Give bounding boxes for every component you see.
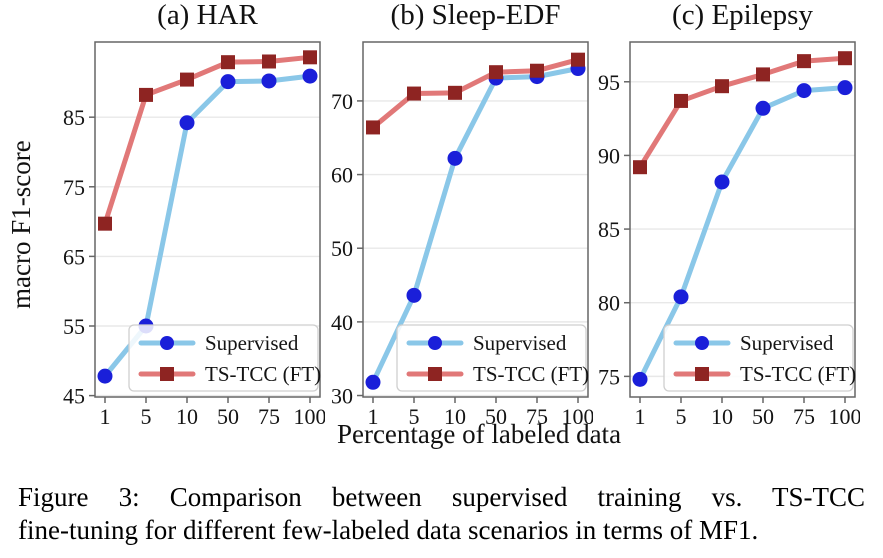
svg-text:1: 1 [368, 404, 379, 429]
svg-text:60: 60 [331, 163, 353, 188]
svg-text:85: 85 [598, 217, 620, 242]
chart-panel-sleep-edf: (b) Sleep-EDF 30 40 50 60 70 1 5 10 50 75 100 Super… [313, 0, 593, 430]
svg-text:75: 75 [526, 404, 548, 429]
svg-text:Supervised: Supervised [740, 331, 834, 355]
svg-text:95: 95 [598, 70, 620, 95]
chart-panel-epilepsy: (c) Epilepsy 75 80 85 90 95 1 5 10 50 75 100 Superv… [580, 0, 860, 430]
svg-text:40: 40 [331, 310, 353, 335]
chart-har: 45 55 65 75 85 1 5 10 50 75 100 Supervised TS-TCC (F… [63, 41, 326, 429]
svg-text:100: 100 [294, 404, 326, 429]
svg-text:30: 30 [331, 384, 353, 409]
chart-title-har: (a) HAR [157, 0, 258, 31]
svg-text:75: 75 [63, 175, 85, 200]
svg-text:90: 90 [598, 143, 620, 168]
caption-line-2: fine-tuning for different few-labeled da… [18, 515, 759, 545]
svg-text:100: 100 [562, 404, 594, 429]
chart-panel-har: (a) HAR 45 55 65 75 85 1 5 10 50 75 100 Supervised T… [45, 0, 325, 430]
svg-text:10: 10 [444, 404, 466, 429]
svg-text:100: 100 [829, 404, 861, 429]
svg-text:75: 75 [258, 404, 280, 429]
chart-sleep-edf: 30 40 50 60 70 1 5 10 50 75 100 Supervised TS-TCC (F… [331, 41, 594, 429]
svg-text:55: 55 [63, 314, 85, 339]
svg-text:65: 65 [63, 244, 85, 269]
chart-epilepsy: 75 80 85 90 95 1 5 10 50 75 100 Supervised TS-TCC (F… [598, 41, 861, 429]
svg-text:1: 1 [100, 404, 111, 429]
y-axis-label: macro F1-score [6, 140, 36, 310]
svg-text:TS-TCC (FT): TS-TCC (FT) [205, 362, 321, 386]
svg-text:75: 75 [793, 404, 815, 429]
svg-text:Supervised: Supervised [473, 331, 567, 355]
svg-text:5: 5 [676, 404, 687, 429]
figure-caption: Figure 3: Comparison between supervised … [18, 481, 865, 547]
svg-text:5: 5 [409, 404, 420, 429]
svg-text:75: 75 [598, 364, 620, 389]
svg-text:TS-TCC (FT): TS-TCC (FT) [473, 362, 589, 386]
svg-text:70: 70 [331, 89, 353, 114]
svg-text:5: 5 [141, 404, 152, 429]
svg-text:50: 50 [485, 404, 507, 429]
chart-title-epilepsy: (c) Epilepsy [672, 0, 813, 31]
svg-text:85: 85 [63, 105, 85, 130]
caption-line-1: Figure 3: Comparison between supervised … [18, 482, 865, 512]
svg-text:10: 10 [176, 404, 198, 429]
svg-text:Supervised: Supervised [205, 331, 299, 355]
svg-text:50: 50 [217, 404, 239, 429]
svg-text:50: 50 [752, 404, 774, 429]
svg-text:10: 10 [711, 404, 733, 429]
svg-text:1: 1 [635, 404, 646, 429]
chart-title-sleep-edf: (b) Sleep-EDF [390, 0, 561, 31]
svg-text:50: 50 [331, 236, 353, 261]
svg-text:80: 80 [598, 291, 620, 316]
svg-text:TS-TCC (FT): TS-TCC (FT) [740, 362, 856, 386]
x-axis-label: Percentage of labeled data [336, 419, 622, 449]
svg-text:45: 45 [63, 384, 85, 409]
